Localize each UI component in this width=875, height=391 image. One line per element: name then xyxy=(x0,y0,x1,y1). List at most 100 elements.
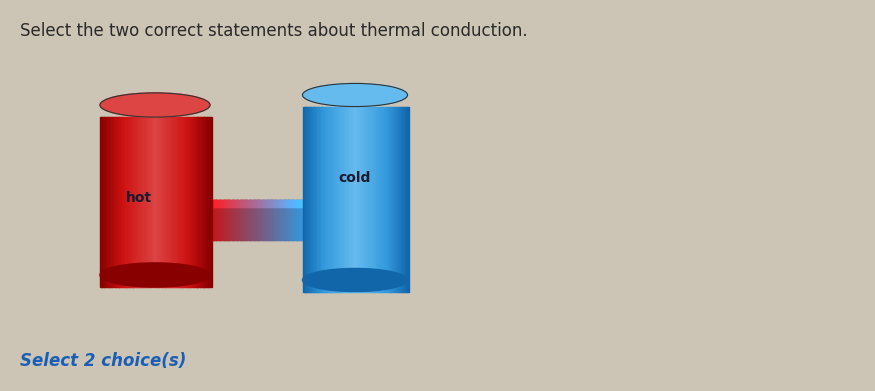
Bar xyxy=(271,200,272,207)
Bar xyxy=(303,200,304,240)
Bar xyxy=(253,200,254,240)
Bar xyxy=(227,200,228,207)
Bar xyxy=(291,200,293,240)
Bar xyxy=(252,200,253,240)
Bar xyxy=(319,107,322,292)
Bar xyxy=(216,200,217,240)
Bar xyxy=(248,200,249,207)
Bar xyxy=(257,200,259,207)
Bar xyxy=(324,107,326,292)
Bar xyxy=(240,200,241,240)
Bar xyxy=(232,200,233,240)
Bar xyxy=(175,117,177,287)
Bar xyxy=(364,107,366,292)
Bar xyxy=(107,117,108,287)
Bar xyxy=(289,200,290,207)
Bar xyxy=(207,117,209,287)
Bar xyxy=(171,117,173,287)
Bar xyxy=(337,107,339,292)
Bar xyxy=(251,200,252,207)
Bar xyxy=(360,107,361,292)
Bar xyxy=(230,200,231,207)
Bar xyxy=(280,200,282,207)
Bar xyxy=(235,200,237,240)
Bar xyxy=(274,200,275,240)
Bar xyxy=(242,200,243,240)
Bar xyxy=(219,200,220,240)
Bar xyxy=(300,200,302,207)
Bar xyxy=(210,200,211,240)
Bar xyxy=(290,200,292,207)
Bar xyxy=(292,200,294,240)
Bar xyxy=(178,117,180,287)
Bar xyxy=(235,200,237,207)
Bar xyxy=(222,200,224,207)
Bar xyxy=(234,200,235,240)
Bar xyxy=(225,200,227,207)
Bar xyxy=(302,200,304,207)
Bar xyxy=(295,200,296,207)
Bar xyxy=(259,200,261,240)
Bar xyxy=(313,107,315,292)
Bar xyxy=(109,117,112,287)
Bar xyxy=(244,200,246,240)
Bar xyxy=(341,107,343,292)
Bar xyxy=(382,107,384,292)
Bar xyxy=(287,200,288,207)
Bar xyxy=(260,200,262,240)
Bar xyxy=(174,117,176,287)
Bar xyxy=(243,200,244,240)
Bar xyxy=(388,107,391,292)
Bar xyxy=(118,117,120,287)
Bar xyxy=(275,200,276,240)
Bar xyxy=(241,200,242,207)
Bar xyxy=(321,107,323,292)
Text: Select the two correct statements about thermal conduction.: Select the two correct statements about … xyxy=(20,22,528,40)
Bar xyxy=(226,200,228,240)
Bar xyxy=(142,117,144,287)
Bar xyxy=(192,117,193,287)
Bar xyxy=(221,200,223,207)
Bar xyxy=(266,200,268,240)
Bar xyxy=(290,200,291,207)
Bar xyxy=(221,200,222,240)
Bar xyxy=(298,200,299,240)
Bar xyxy=(233,200,234,240)
Bar xyxy=(312,107,313,292)
Bar xyxy=(377,107,379,292)
Bar xyxy=(267,200,269,207)
Bar xyxy=(251,200,252,240)
Bar xyxy=(238,200,239,207)
Bar xyxy=(102,117,103,287)
Bar xyxy=(149,117,150,287)
Bar xyxy=(299,200,301,240)
Bar xyxy=(353,107,355,292)
Bar xyxy=(314,107,316,292)
Bar xyxy=(253,200,254,207)
Bar xyxy=(292,200,294,207)
Bar xyxy=(285,200,286,240)
Bar xyxy=(242,200,243,207)
Bar xyxy=(263,200,264,207)
Bar xyxy=(154,117,156,287)
Bar xyxy=(205,117,206,287)
Bar xyxy=(268,200,270,240)
Bar xyxy=(221,200,222,207)
Bar xyxy=(223,200,225,207)
Bar xyxy=(279,200,281,207)
Bar xyxy=(236,200,238,240)
Bar xyxy=(167,117,169,287)
Bar xyxy=(130,117,131,287)
Bar xyxy=(289,200,290,240)
Bar xyxy=(396,107,397,292)
Bar xyxy=(350,107,352,292)
Bar xyxy=(279,200,281,240)
Bar xyxy=(340,107,341,292)
Bar xyxy=(247,200,248,240)
Bar xyxy=(244,200,246,207)
Bar xyxy=(388,107,389,292)
Bar xyxy=(277,200,279,240)
Bar xyxy=(385,107,387,292)
Bar xyxy=(267,200,269,240)
Bar xyxy=(270,200,271,240)
